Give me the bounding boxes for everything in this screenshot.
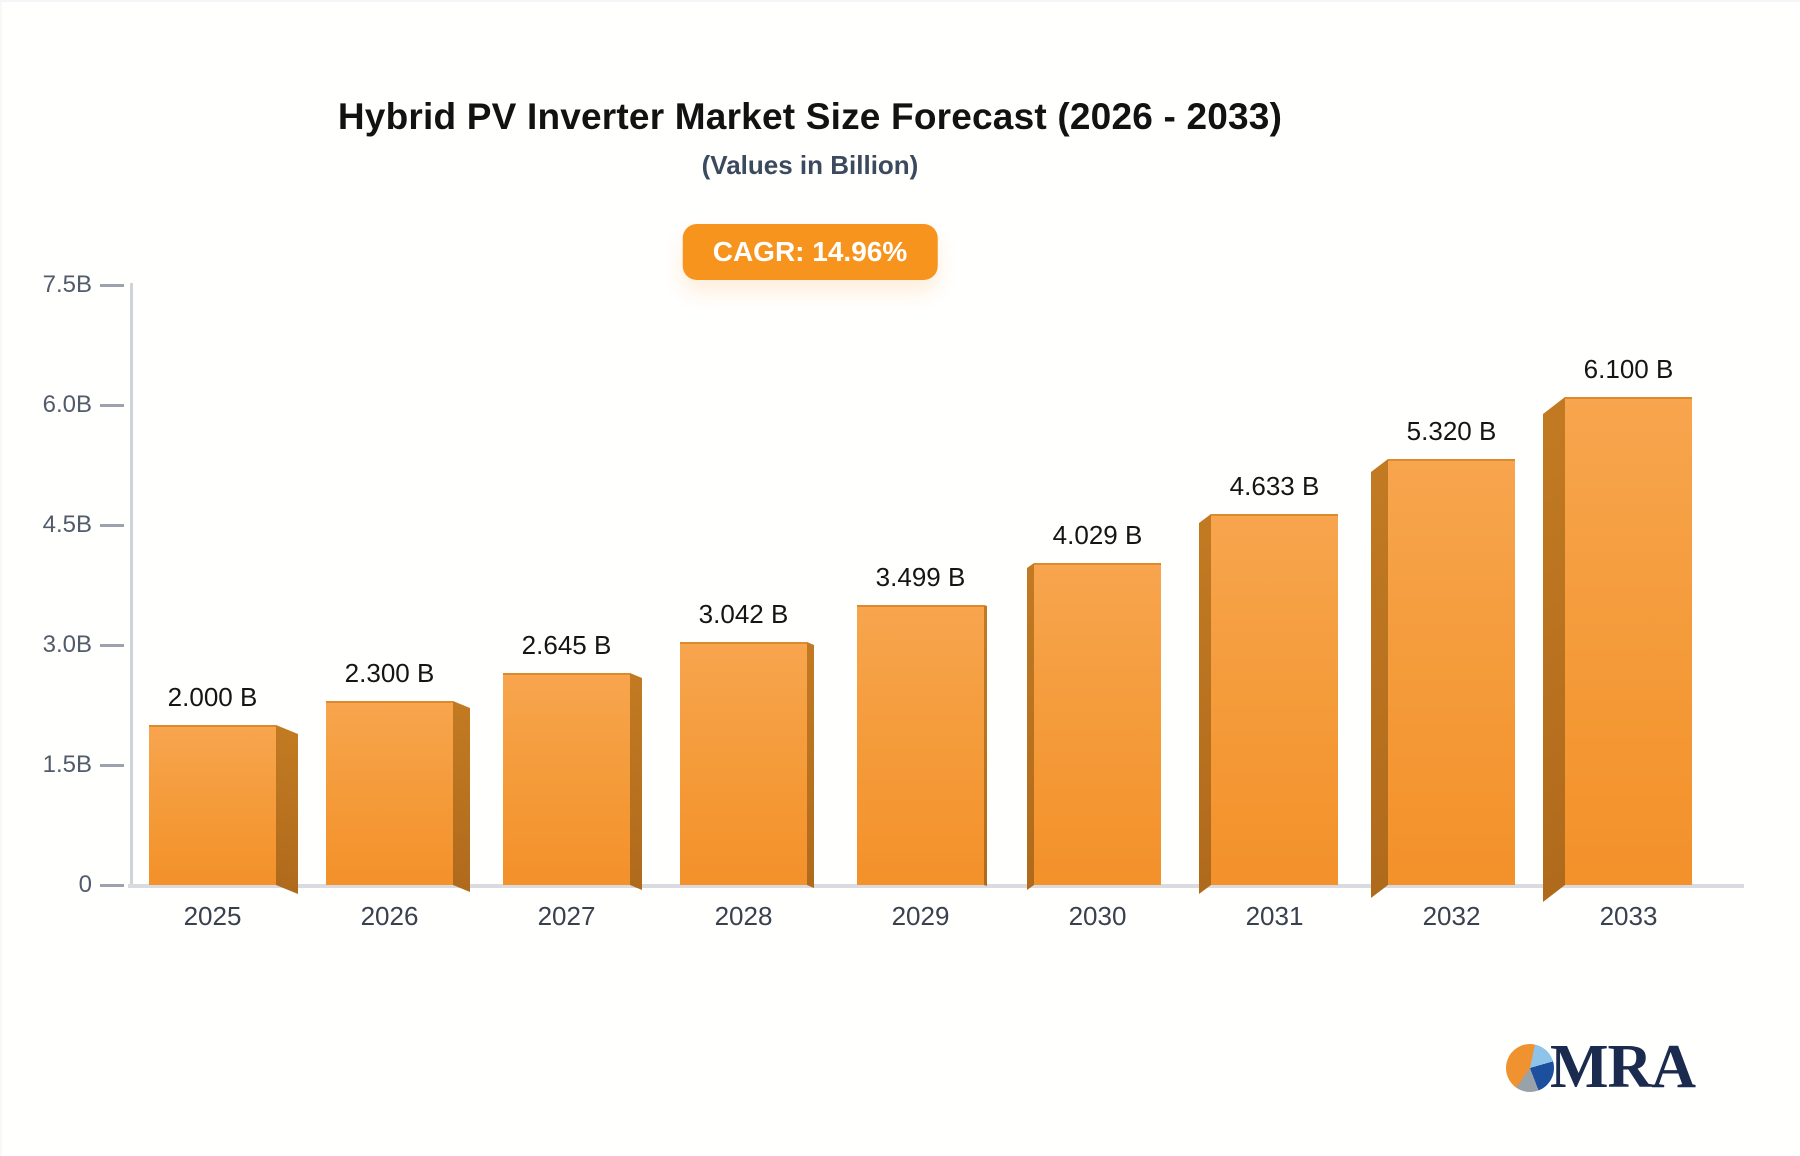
bar-2029: [857, 605, 984, 885]
bar-value-label: 3.042 B: [698, 599, 789, 629]
bar-side-face: [453, 701, 470, 892]
x-axis-label-2028: 2028: [714, 901, 773, 931]
y-tick-label: 6.0B: [42, 391, 92, 418]
y-tick-dash: [100, 283, 124, 287]
bar-2031: [1211, 514, 1338, 885]
y-tick-dash: [100, 523, 124, 527]
bar-2027: [503, 673, 630, 885]
y-tick-dash: [100, 883, 124, 887]
y-tick-dash: [100, 763, 124, 767]
bar-side-face: [630, 673, 642, 890]
x-axis-label-2033: 2033: [1599, 901, 1658, 931]
y-tick-label: 7.5B: [42, 271, 92, 298]
bar-2026: [326, 701, 453, 885]
pie-chart-icon: [1506, 1044, 1554, 1092]
x-axis-label-2026: 2026: [360, 901, 419, 931]
cagr-badge: CAGR: 14.96%: [682, 224, 938, 280]
bar-value-label: 2.645 B: [521, 630, 612, 660]
bar-value-label: 3.499 B: [875, 562, 966, 592]
bar-2025: [149, 725, 276, 885]
x-axis-label-2031: 2031: [1245, 901, 1304, 931]
bar-side-face: [1371, 459, 1388, 898]
bar-2028: [680, 642, 807, 885]
bar-side-face: [807, 642, 814, 888]
y-tick-label: 1.5B: [42, 751, 92, 778]
y-tick-dash: [100, 403, 124, 407]
bar-side-face: [276, 725, 298, 894]
bar-side-face: [984, 605, 987, 886]
bar-value-label: 2.300 B: [344, 658, 435, 688]
bar-value-label: 6.100 B: [1583, 354, 1674, 384]
logo-text: MRA: [1550, 1033, 1696, 1101]
bar-side-face: [1027, 563, 1034, 890]
y-tick-label: 0: [78, 871, 92, 898]
bar-value-label: 4.029 B: [1052, 520, 1143, 550]
y-tick-label: 3.0B: [42, 631, 92, 658]
x-axis-baseline: [128, 884, 1744, 888]
bar-side-face: [1543, 397, 1565, 902]
chart-subtitle: (Values in Billion): [701, 150, 919, 180]
bar-value-label: 4.633 B: [1229, 471, 1320, 501]
chart-title: Hybrid PV Inverter Market Size Forecast …: [337, 96, 1283, 137]
x-axis-label-2025: 2025: [183, 901, 242, 931]
x-axis-label-2029: 2029: [891, 901, 950, 931]
x-axis-label-2030: 2030: [1068, 901, 1127, 931]
bar-2032: [1388, 459, 1515, 885]
mra-logo: MRA: [1506, 1033, 1746, 1108]
bar-2030: [1034, 563, 1161, 885]
bar-value-label: 2.000 B: [167, 682, 258, 712]
y-tick-label: 4.5B: [42, 511, 92, 538]
x-axis-label-2032: 2032: [1422, 901, 1481, 931]
y-tick-dash: [100, 643, 124, 647]
y-axis-line: [130, 283, 133, 888]
bar-side-face: [1199, 514, 1211, 894]
bar-value-label: 5.320 B: [1406, 416, 1497, 446]
x-axis-label-2027: 2027: [537, 901, 596, 931]
bar-2033: [1565, 397, 1692, 885]
